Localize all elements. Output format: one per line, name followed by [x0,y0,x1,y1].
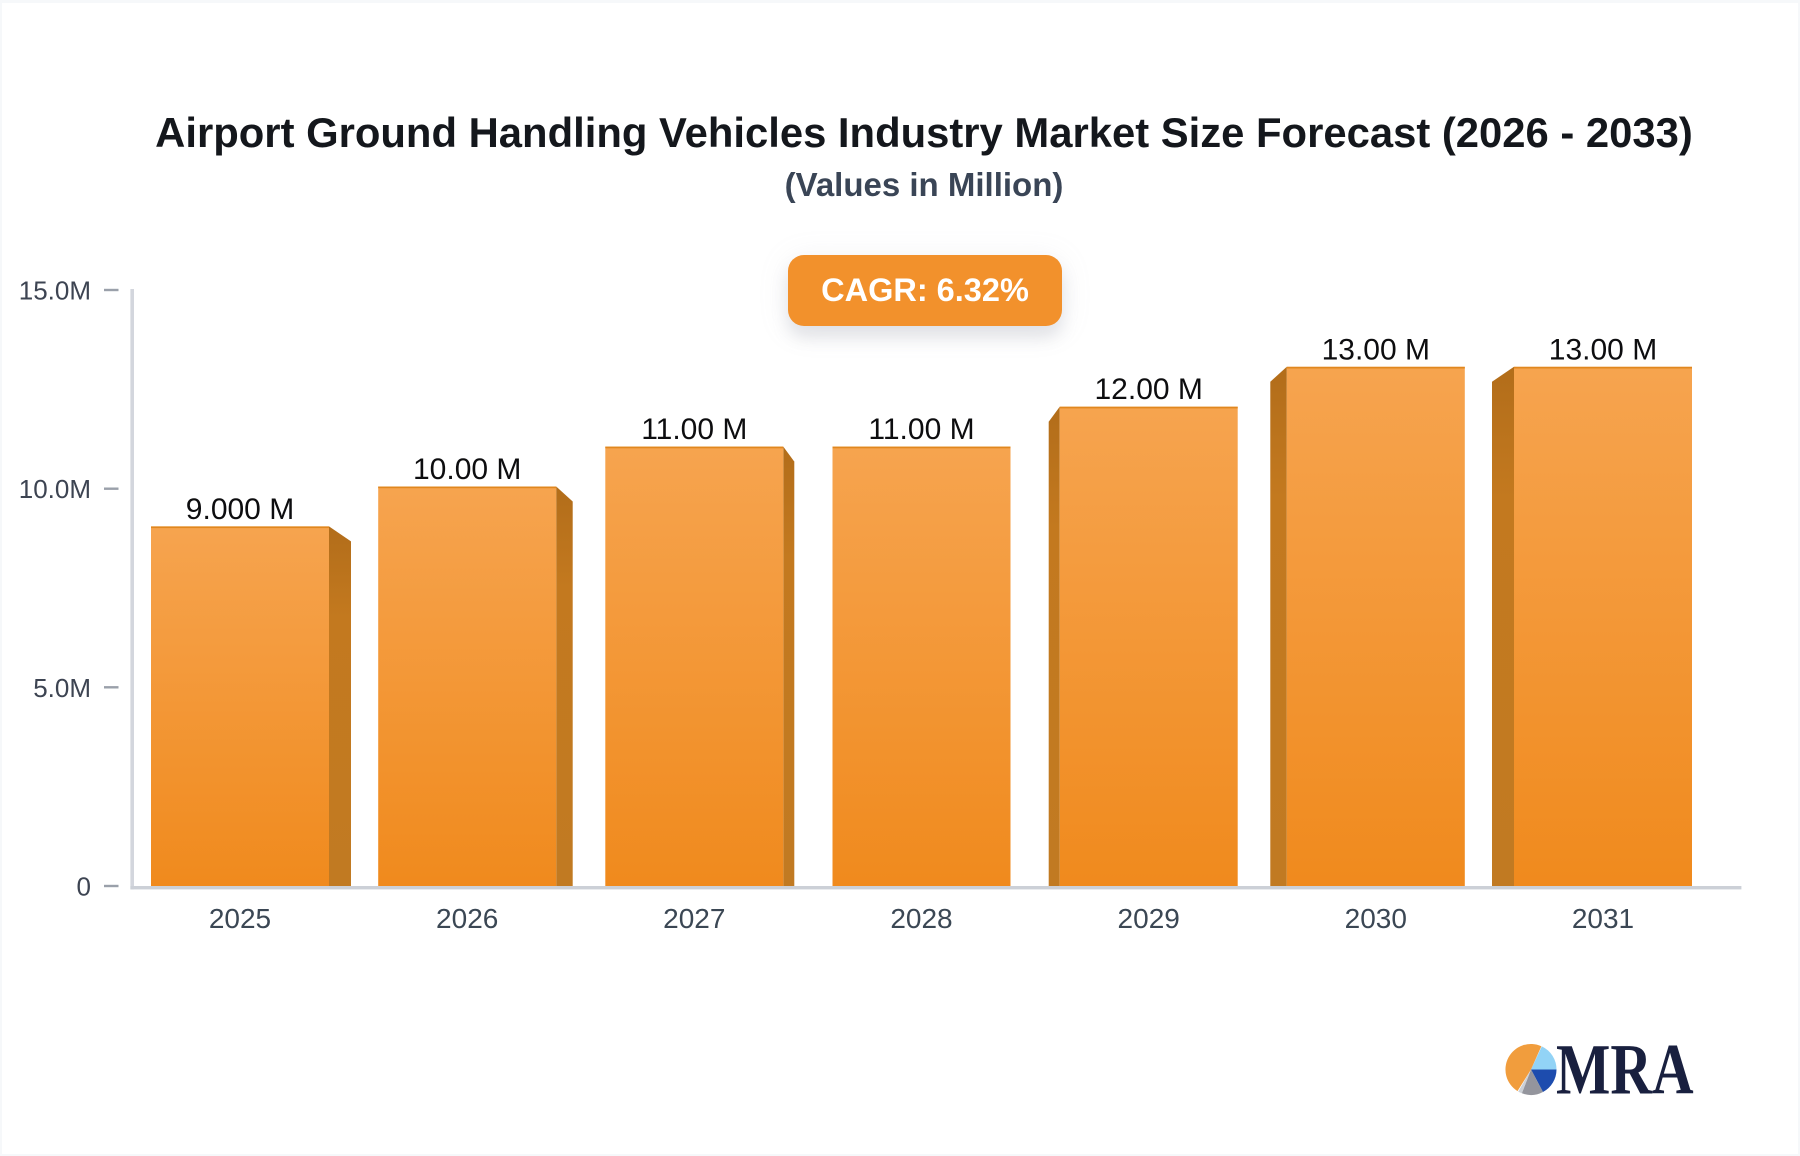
svg-text:2029: 2029 [1118,903,1180,934]
svg-text:2030: 2030 [1345,903,1407,934]
svg-text:13.00 M: 13.00 M [1322,333,1430,366]
svg-text:MRA: MRA [1556,1031,1694,1111]
svg-text:5.0M: 5.0M [33,673,91,703]
svg-text:2027: 2027 [663,903,725,934]
svg-text:11.00 M: 11.00 M [641,413,747,446]
svg-text:2025: 2025 [209,903,271,934]
svg-text:10.00 M: 10.00 M [413,453,521,486]
svg-text:12.00 M: 12.00 M [1094,373,1202,406]
svg-text:9.000 M: 9.000 M [186,493,294,526]
svg-text:2028: 2028 [890,903,952,934]
svg-text:0: 0 [77,872,91,902]
svg-text:10.0M: 10.0M [19,474,91,504]
svg-text:2026: 2026 [436,903,498,934]
svg-text:13.00 M: 13.00 M [1549,333,1657,366]
svg-text:11.00 M: 11.00 M [868,413,974,446]
svg-text:2031: 2031 [1572,903,1634,934]
svg-text:15.0M: 15.0M [19,276,91,306]
